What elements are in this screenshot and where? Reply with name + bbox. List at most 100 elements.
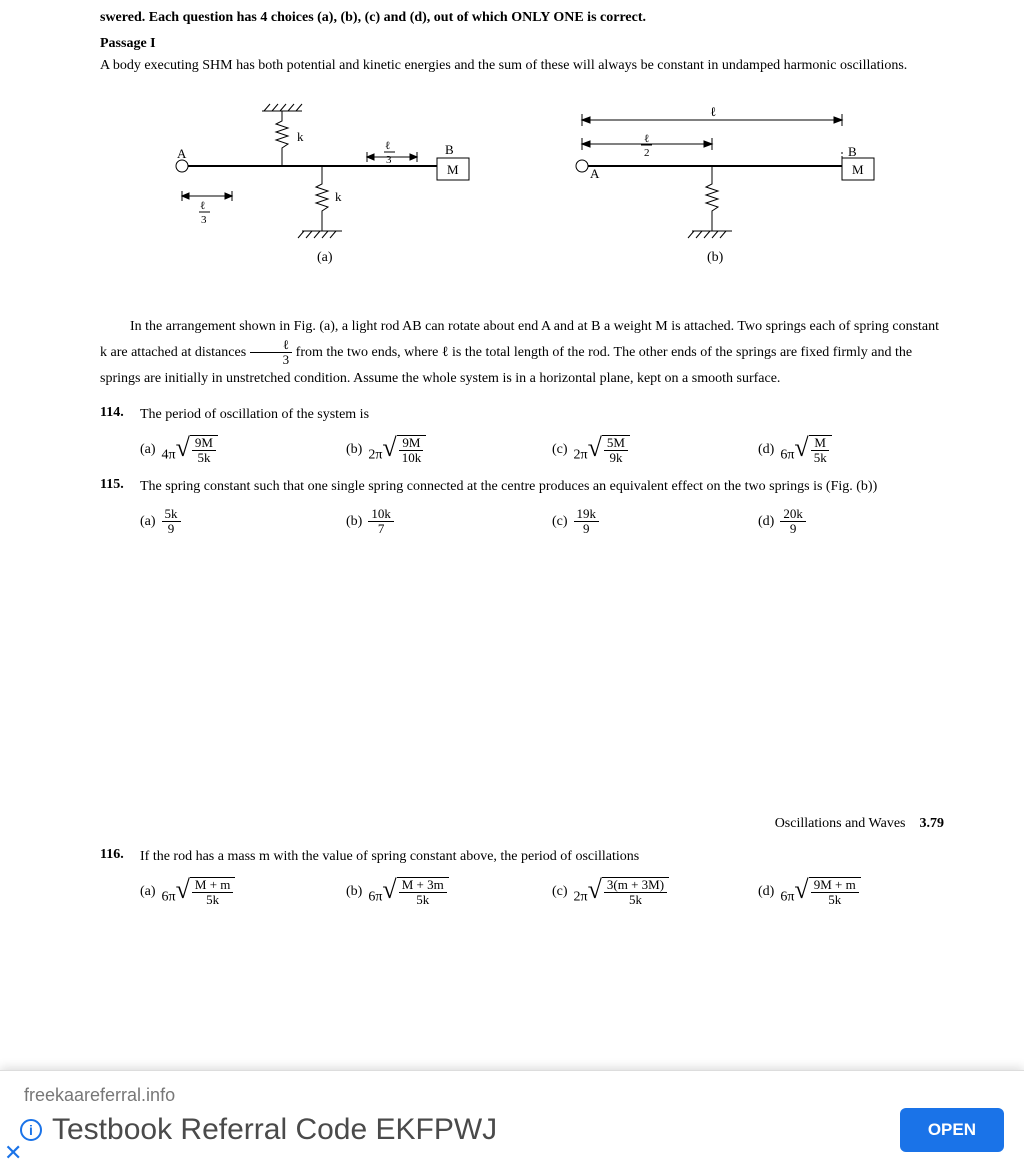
close-icon[interactable]: ✕: [4, 1140, 22, 1166]
q115-text: The spring constant such that one single…: [140, 477, 944, 497]
coef: 6π: [780, 447, 794, 462]
q114-choice-b[interactable]: (b) 2π√9M10k: [346, 435, 532, 466]
choice-label: (b): [346, 884, 362, 900]
ad-url[interactable]: freekaareferral.info: [24, 1085, 1004, 1106]
fig-a-A: A: [177, 146, 187, 161]
choice-label: (b): [346, 514, 362, 530]
figure-a-svg: k A ℓ 3: [152, 96, 492, 296]
fig-a-M: M: [447, 162, 459, 177]
q116-text: If the rod has a mass m with the value o…: [140, 847, 944, 867]
info-icon[interactable]: i: [20, 1119, 42, 1141]
frac-bot: 9k: [606, 451, 625, 465]
choice-label: (c): [552, 514, 568, 530]
frac-bot: 5k: [203, 893, 222, 907]
frac-bot: 9: [787, 522, 800, 536]
frac-top: 20k: [780, 507, 806, 522]
frac-bot: 5k: [626, 893, 645, 907]
desc-frac-top: ℓ: [250, 338, 292, 353]
frac-bot: 5k: [194, 451, 213, 465]
q116-choice-c[interactable]: (c) 2π√3(m + 3M)5k: [552, 877, 738, 908]
passage-title: Passage I: [100, 36, 944, 52]
q116-choice-d[interactable]: (d) 6π√9M + m5k: [758, 877, 944, 908]
coef: 2π: [574, 447, 588, 462]
fig-a-B: B: [445, 142, 454, 157]
desc-frac-bot: 3: [250, 353, 293, 367]
choice-label: (d): [758, 442, 774, 458]
figures-row: k A ℓ 3: [100, 96, 944, 301]
fig-a-ell3-1-bot: 3: [386, 154, 392, 166]
frac-top: 10k: [368, 507, 394, 522]
arrangement-description: In the arrangement shown in Fig. (a), a …: [100, 316, 944, 390]
q114-choice-c[interactable]: (c) 2π√5M9k: [552, 435, 738, 466]
q114-choice-a[interactable]: (a) 4π√9M5k: [140, 435, 326, 466]
choice-label: (c): [552, 884, 568, 900]
frac-bot: 5k: [825, 893, 844, 907]
open-button[interactable]: OPEN: [900, 1108, 1004, 1152]
fig-b-B: B: [848, 144, 857, 159]
q114-choice-d[interactable]: (d) 6π√M5k: [758, 435, 944, 466]
frac-top: 9M + m: [811, 878, 859, 893]
fig-a-ell3-2-top: ℓ: [200, 200, 205, 212]
figure-a: k A ℓ 3: [152, 96, 492, 301]
choice-label: (d): [758, 884, 774, 900]
passage-text: A body executing SHM has both potential …: [100, 56, 944, 76]
frac-bot: 10k: [399, 451, 425, 465]
ad-banner: freekaareferral.info i Testbook Referral…: [0, 1070, 1024, 1166]
figure-b-svg: ℓ ℓ 2 A B M: [552, 96, 892, 296]
question-116: 116. If the rod has a mass m with the va…: [100, 847, 944, 907]
coef: 2π: [368, 447, 382, 462]
frac-top: 9M: [192, 436, 216, 451]
frac-bot: 7: [375, 522, 388, 536]
frac-bot: 5k: [811, 451, 830, 465]
fig-a-ell3-2-bot: 3: [201, 214, 207, 226]
fig-b-A: A: [590, 166, 600, 181]
choice-label: (a): [140, 442, 156, 458]
frac-top: 5M: [604, 436, 628, 451]
figure-b: ℓ ℓ 2 A B M: [552, 96, 892, 301]
coef: 6π: [780, 889, 794, 904]
coef: 2π: [574, 889, 588, 904]
frac-top: 19k: [574, 507, 600, 522]
fig-a-ell3-1-top: ℓ: [385, 140, 390, 152]
q115-num: 115.: [100, 477, 132, 497]
q115-choice-a[interactable]: (a) 5k9: [140, 507, 326, 537]
coef: 4π: [162, 447, 176, 462]
choice-label: (a): [140, 514, 156, 530]
frac-bot: 5k: [413, 893, 432, 907]
frac-top: M + m: [192, 878, 234, 893]
q115-choice-d[interactable]: (d) 20k9: [758, 507, 944, 537]
q115-choice-c[interactable]: (c) 19k9: [552, 507, 738, 537]
frac-top: 5k: [162, 507, 181, 522]
fig-b-ell2-top: ℓ: [644, 133, 649, 145]
choice-label: (a): [140, 884, 156, 900]
fig-a-caption: (a): [317, 250, 333, 265]
fig-b-M: M: [852, 162, 864, 177]
q116-num: 116.: [100, 847, 132, 867]
frac-top: M: [811, 436, 829, 451]
choice-label: (b): [346, 442, 362, 458]
question-114: 114. The period of oscillation of the sy…: [100, 405, 944, 465]
frac-top: M + 3m: [399, 878, 447, 893]
q116-choice-b[interactable]: (b) 6π√M + 3m5k: [346, 877, 532, 908]
q116-choice-a[interactable]: (a) 6π√M + m5k: [140, 877, 326, 908]
ad-title[interactable]: Testbook Referral Code EKFPWJ: [52, 1113, 497, 1147]
q115-choice-b[interactable]: (b) 10k7: [346, 507, 532, 537]
page-footer: Oscillations and Waves 3.79: [0, 816, 1024, 832]
frac-bot: 9: [165, 522, 178, 536]
frac-top: 9M: [399, 436, 423, 451]
footer-page: 3.79: [920, 816, 945, 831]
fig-b-ell2-bot: 2: [644, 147, 650, 159]
q114-num: 114.: [100, 405, 132, 425]
coef: 6π: [368, 889, 382, 904]
choice-label: (d): [758, 514, 774, 530]
q114-text: The period of oscillation of the system …: [140, 405, 944, 425]
frac-bot: 9: [580, 522, 593, 536]
intro-text: swered. Each question has 4 choices (a),…: [100, 10, 944, 26]
fig-a-k-bot: k: [335, 189, 342, 204]
frac-top: 3(m + 3M): [604, 878, 667, 893]
fig-b-caption: (b): [707, 250, 724, 265]
footer-text: Oscillations and Waves: [775, 816, 906, 831]
fig-b-ell: ℓ: [710, 104, 716, 119]
question-115: 115. The spring constant such that one s…: [100, 477, 944, 536]
coef: 6π: [162, 889, 176, 904]
